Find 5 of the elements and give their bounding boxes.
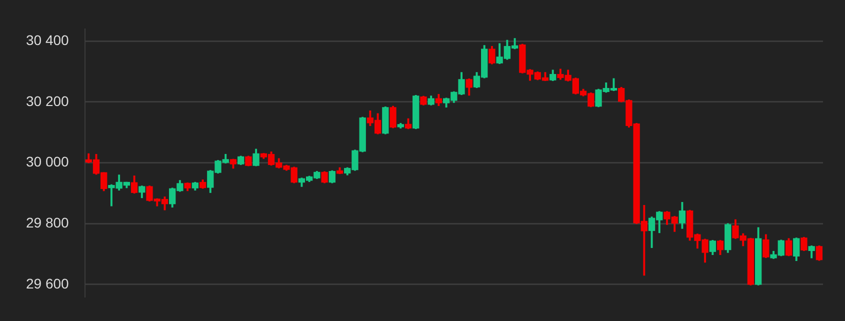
y-tick-label: 30 400 [26,32,70,48]
y-tick-label: 30 000 [26,154,70,170]
y-tick-label: 30 200 [26,92,70,109]
y-tick-label: 29 800 [26,214,70,230]
y-tick-label: 29 600 [26,275,70,292]
